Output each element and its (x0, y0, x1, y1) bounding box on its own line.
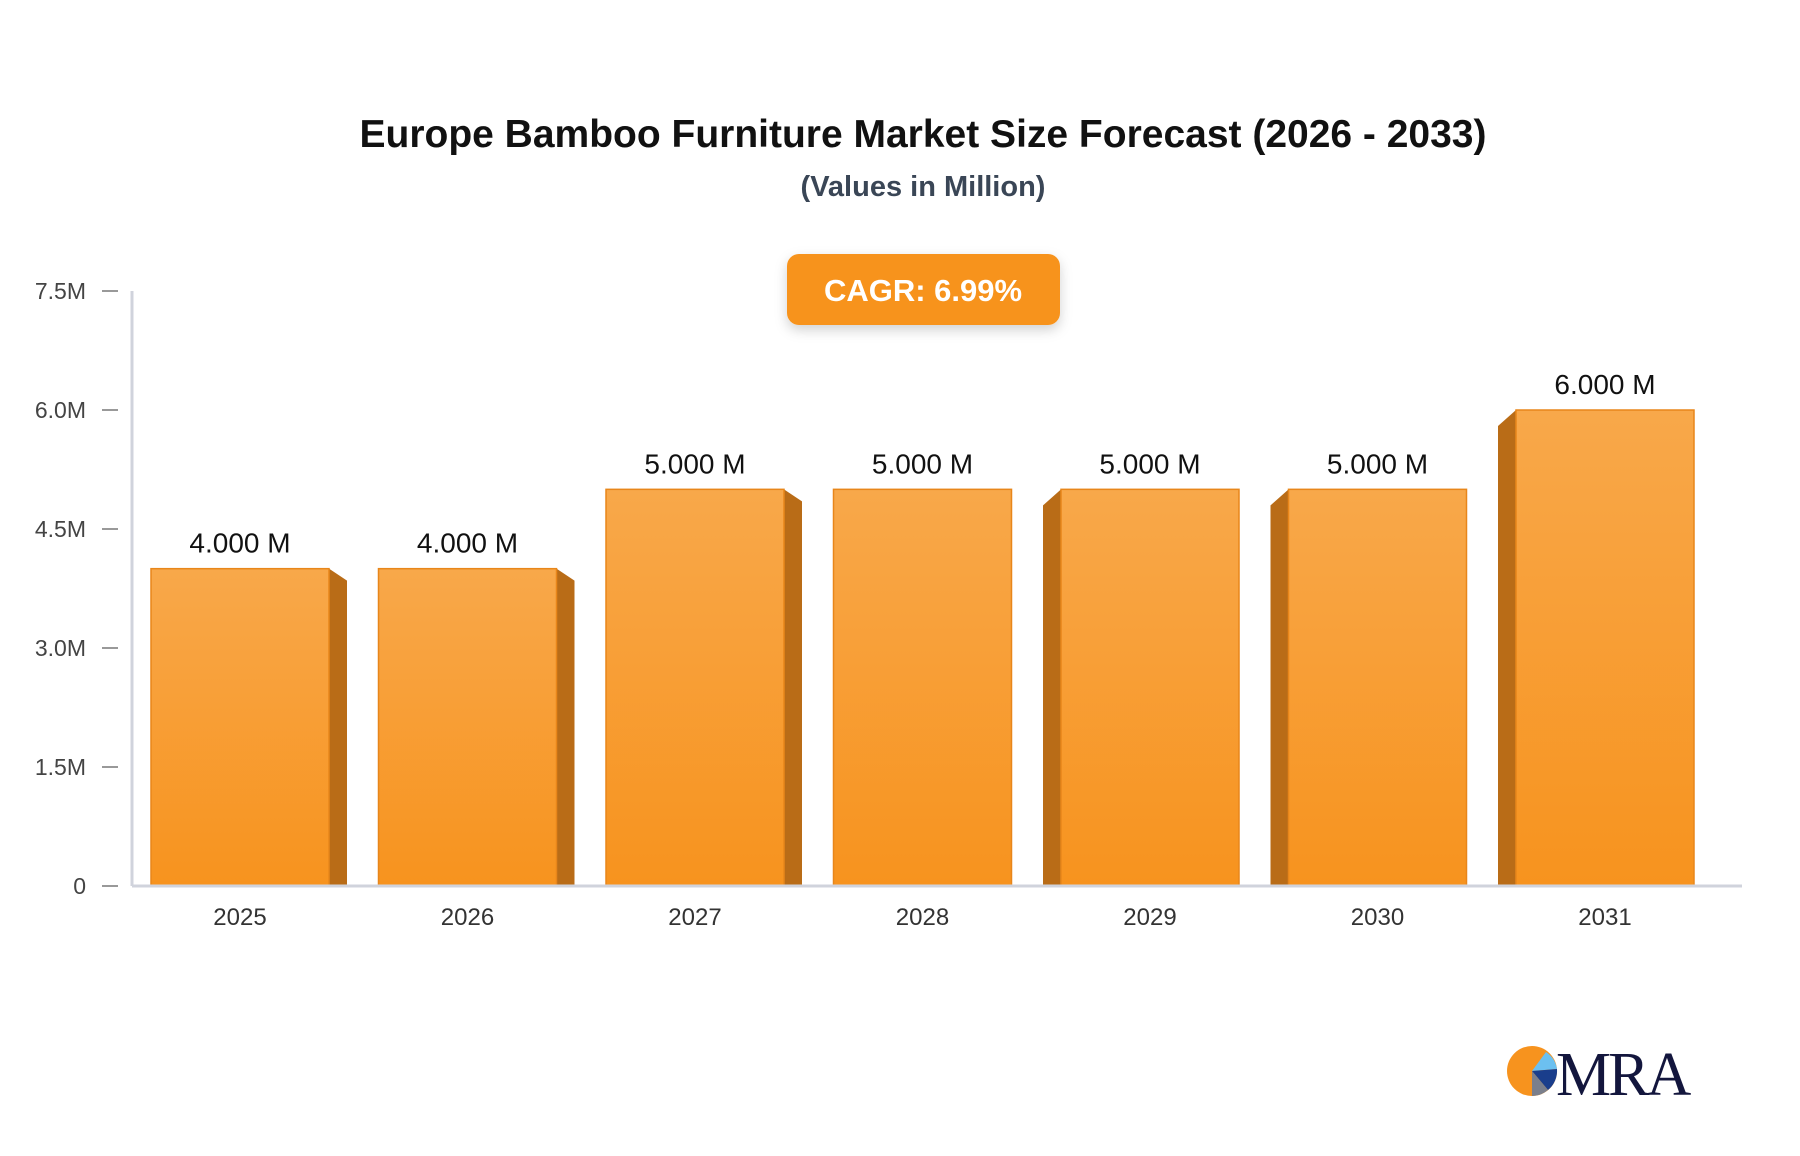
bar-group: 4.000 M (150, 528, 347, 887)
data-label: 4.000 M (417, 528, 518, 559)
bar (1060, 488, 1240, 887)
data-label: 4.000 M (189, 528, 290, 559)
bar-group: 4.000 M (377, 528, 575, 887)
y-tick-label: 3.0M (35, 635, 86, 661)
mra-logo: MRA (1507, 1041, 1694, 1109)
bar-side (329, 568, 347, 886)
cagr-label: CAGR: 6.99% (824, 273, 1022, 308)
x-tick-label: 2027 (668, 904, 721, 931)
y-tick-label: 1.5M (35, 754, 86, 780)
x-tick-label: 2026 (441, 904, 494, 931)
data-label: 6.000 M (1554, 369, 1655, 400)
bar (1515, 409, 1695, 887)
data-label: 5.000 M (644, 448, 745, 479)
bar-side (1043, 489, 1061, 886)
bar (1287, 488, 1468, 887)
y-tick-label: 4.5M (35, 516, 86, 542)
bar-group: 5.000 M (1270, 448, 1468, 887)
bar-side (556, 568, 575, 886)
x-tick-label: 2030 (1351, 904, 1404, 931)
bar (377, 567, 558, 887)
bar-group: 5.000 M (605, 448, 802, 887)
svg-text:MRA: MRA (1556, 1041, 1691, 1109)
data-label: 5.000 M (872, 448, 973, 479)
bar-group: 6.000 M (1498, 369, 1695, 887)
data-label: 5.000 M (1099, 448, 1200, 479)
bar (832, 488, 1013, 887)
bar (150, 567, 330, 887)
cagr-badge: CAGR: 6.99% (787, 254, 1060, 325)
bar (605, 488, 785, 887)
x-tick-label: 2031 (1578, 904, 1631, 931)
x-tick-label: 2025 (213, 904, 266, 931)
bar-side (1270, 489, 1289, 886)
bar-side (1498, 410, 1516, 886)
bar-group: 5.000 M (1043, 448, 1240, 887)
bar-side (784, 489, 802, 886)
chart-title: Europe Bamboo Furniture Market Size Fore… (359, 113, 1486, 156)
y-tick-label: 7.5M (35, 278, 86, 304)
y-tick-label: 0 (73, 873, 86, 899)
x-tick-label: 2029 (1123, 904, 1176, 931)
y-tick-label: 6.0M (35, 397, 86, 423)
x-tick-label: 2028 (896, 904, 949, 931)
data-label: 5.000 M (1327, 448, 1428, 479)
bar-group: 5.000 M (832, 448, 1013, 887)
chart-subtitle: (Values in Million) (801, 171, 1046, 203)
